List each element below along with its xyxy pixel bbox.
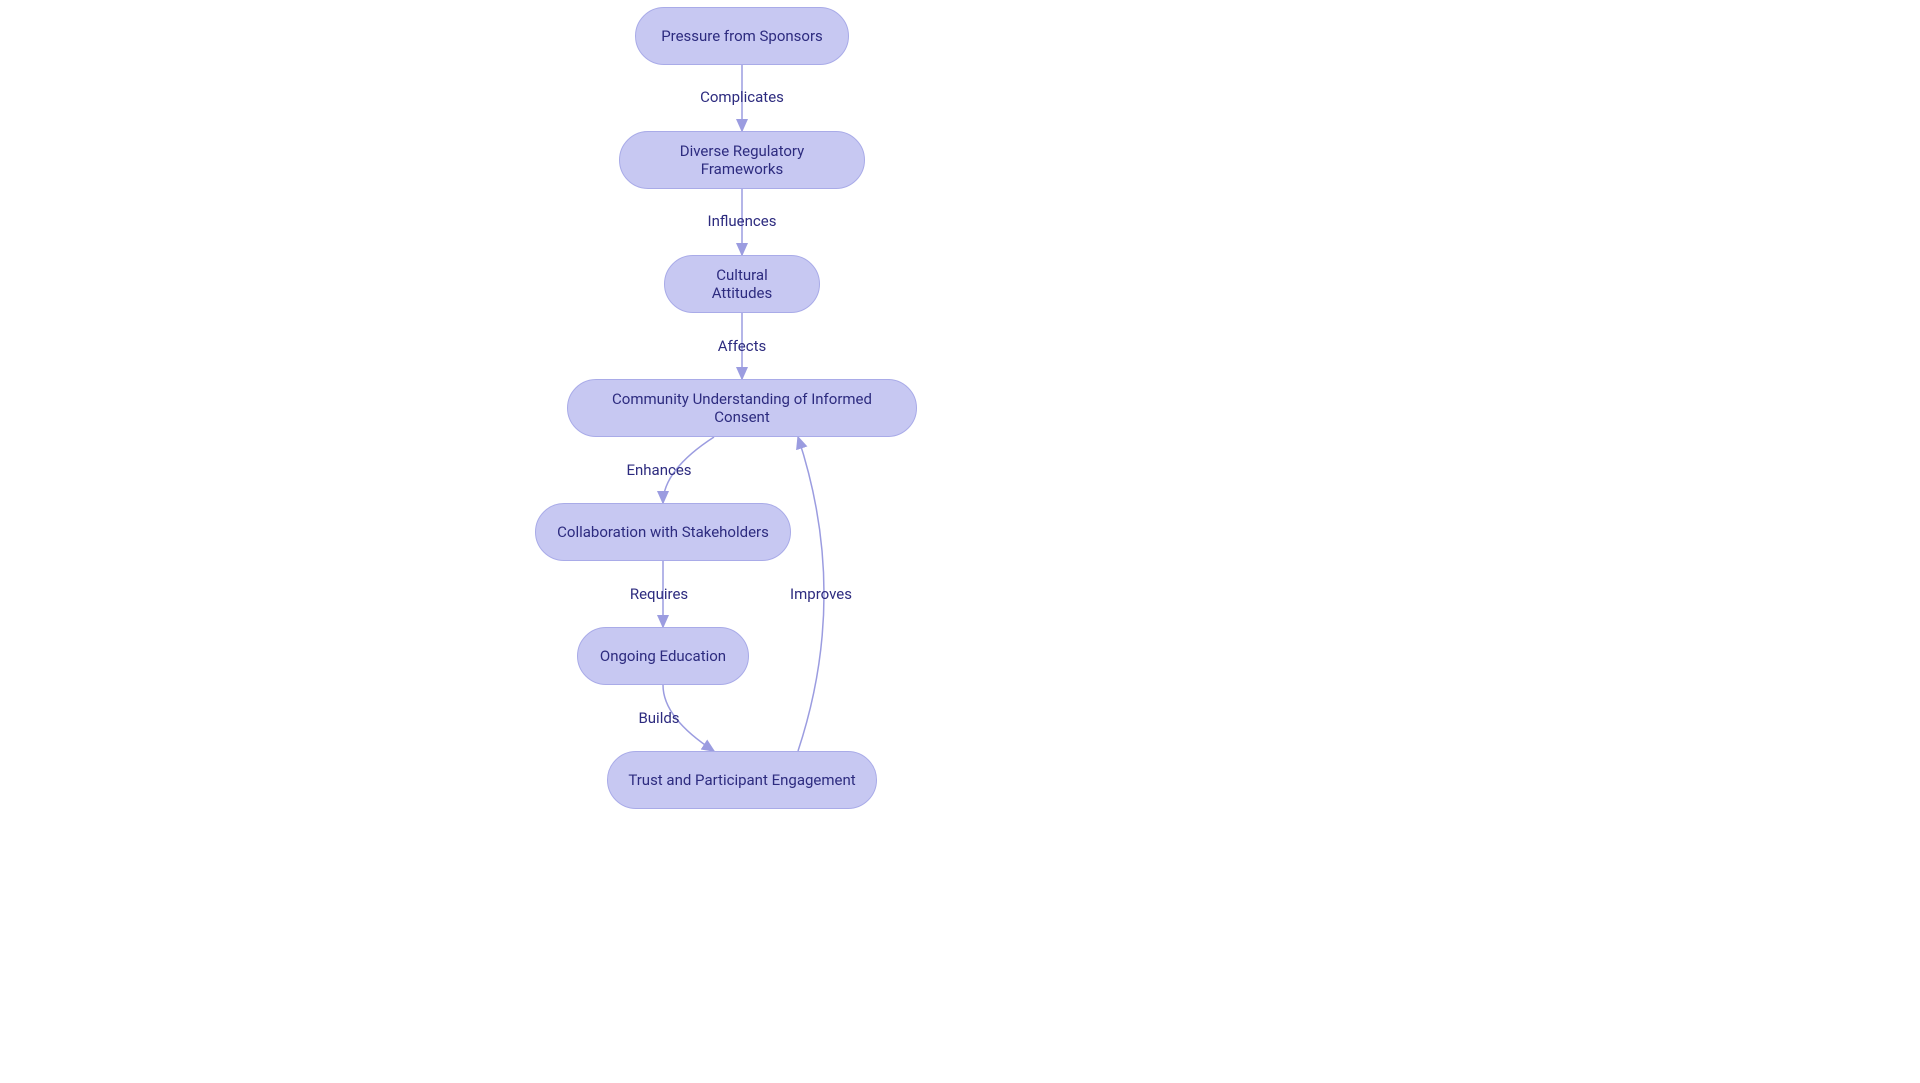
flowchart-edge-label: Enhances [626, 461, 691, 479]
flowchart-node: Collaboration with Stakeholders [535, 503, 791, 561]
flowchart-edge-label: Improves [790, 585, 852, 603]
flowchart-edge-label: Influences [708, 212, 777, 230]
flowchart-node: Community Understanding of Informed Cons… [567, 379, 917, 437]
flowchart-node: Pressure from Sponsors [635, 7, 849, 65]
flowchart-node: Cultural Attitudes [664, 255, 820, 313]
flowchart-edge-label: Requires [630, 585, 688, 603]
flowchart-edge-label: Affects [718, 337, 767, 355]
flowchart-edge-label: Complicates [700, 88, 784, 106]
flowchart-edges-svg [0, 0, 1920, 1083]
flowchart-node: Trust and Participant Engagement [607, 751, 877, 809]
flowchart-edge-label: Builds [638, 709, 679, 727]
flowchart-node: Diverse Regulatory Frameworks [619, 131, 865, 189]
flowchart-node: Ongoing Education [577, 627, 749, 685]
